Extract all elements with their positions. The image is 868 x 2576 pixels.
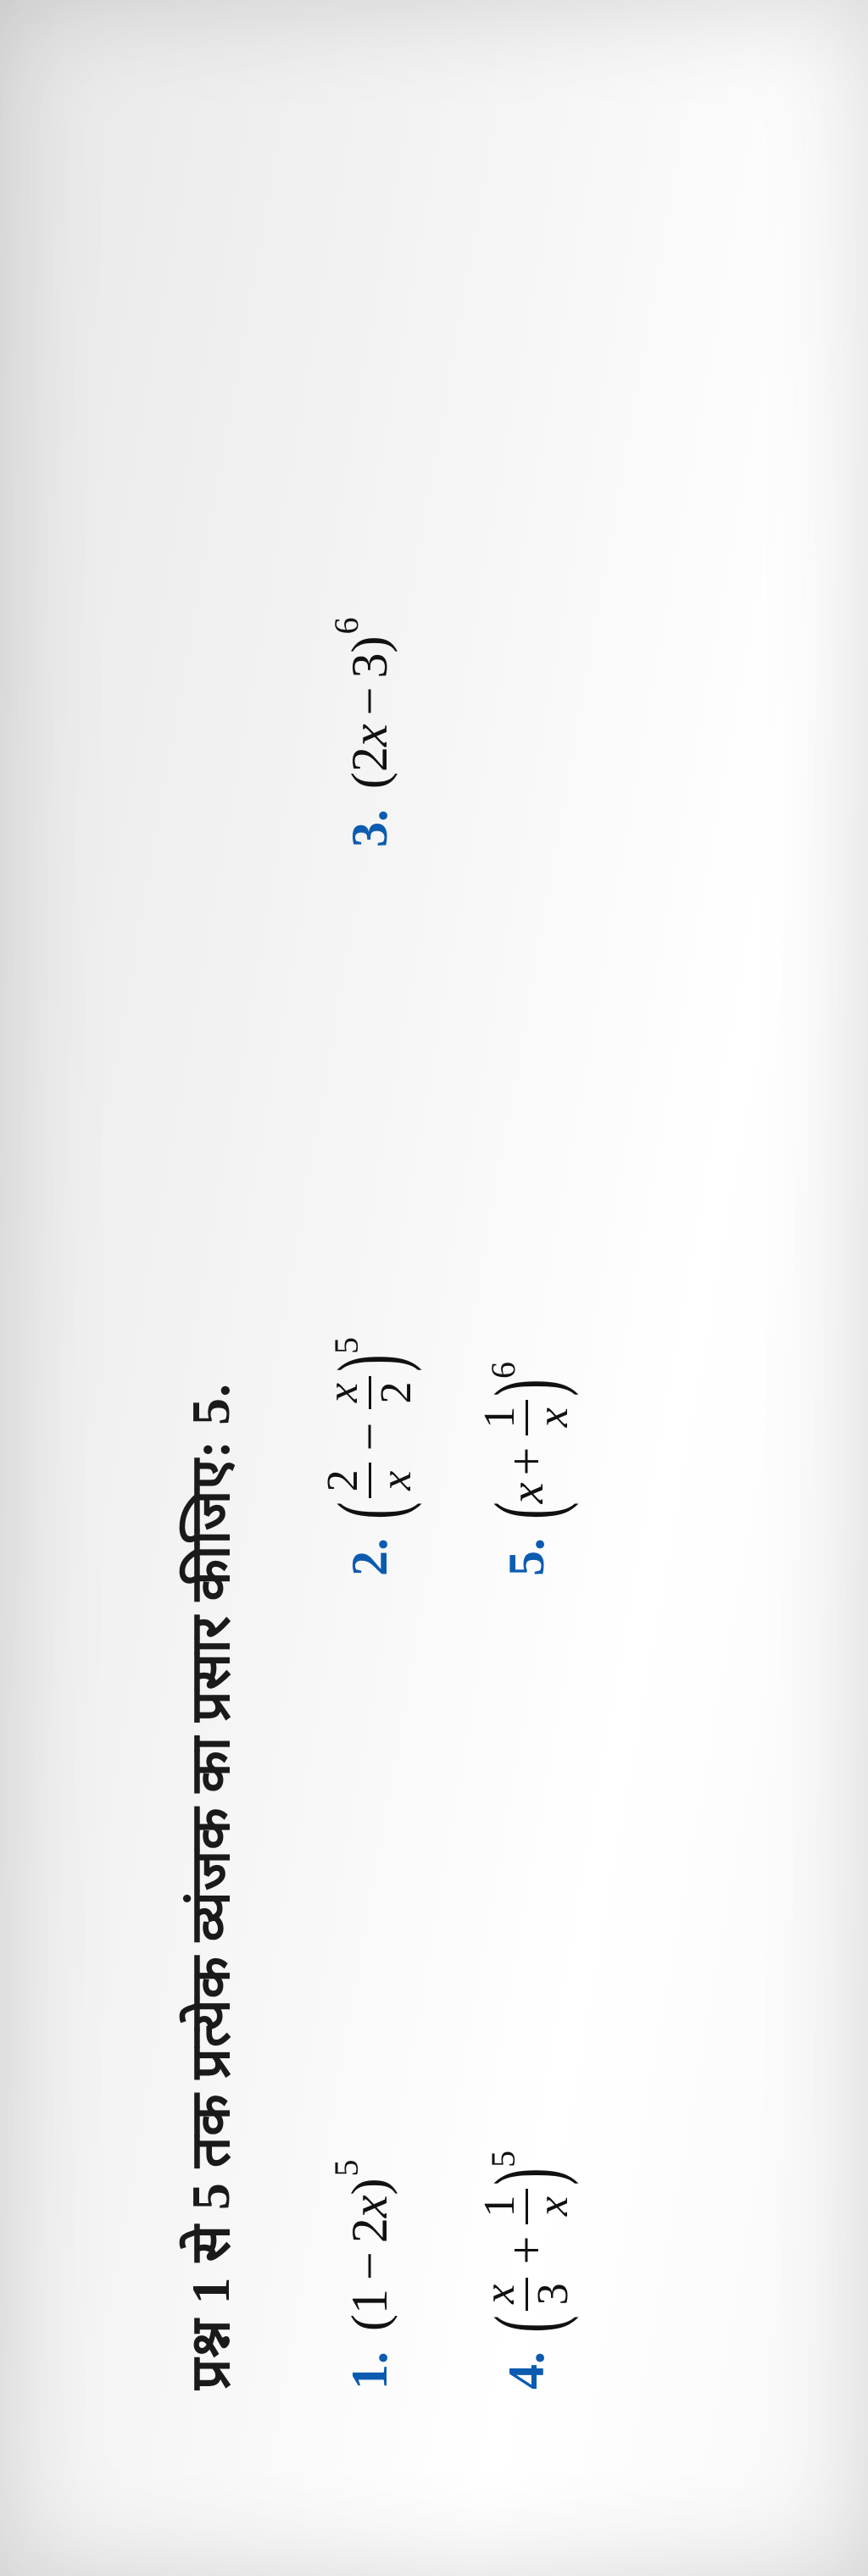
problem-number: 2. <box>341 1538 399 1576</box>
fraction-2: x 2 <box>321 1375 419 1411</box>
problem-expression: (1−2x)5 <box>341 2160 399 2331</box>
term-2-var: x <box>341 2196 399 2218</box>
operator: − <box>341 1423 399 1452</box>
problem-expression: (2x−3)6 <box>341 618 399 789</box>
exponent: 5 <box>326 1337 366 1354</box>
term-2-coef: 2 <box>341 2218 399 2243</box>
open-paren: ( <box>333 1502 408 1519</box>
question-heading: प्रश्न 1 से 5 तक प्रत्येक व्यंजक का प्रस… <box>171 186 245 2390</box>
term-1-var: x <box>341 724 399 747</box>
operator: − <box>341 2251 399 2280</box>
fraction-2: 1 x <box>478 2189 576 2224</box>
fraction-2: 1 x <box>478 1400 576 1435</box>
frac-top: 1 <box>478 2189 528 2224</box>
exponent: 5 <box>326 2160 366 2177</box>
open-paren: ( <box>490 2316 565 2333</box>
open-paren: ( <box>341 2314 399 2331</box>
exponent: 5 <box>483 2151 523 2168</box>
problem-expression: ( x 3 + 1 x )5 <box>478 2151 576 2331</box>
open-paren: ( <box>341 772 399 789</box>
frac-bot: x <box>528 2190 576 2223</box>
frac-bot: x <box>371 1464 419 1497</box>
frac-bot: 3 <box>528 2276 576 2312</box>
frac-top: x <box>321 1376 371 1409</box>
operator: − <box>341 687 399 716</box>
exponent: 6 <box>326 618 366 635</box>
term-1: x <box>500 1483 554 1504</box>
close-paren: ) <box>341 2179 399 2196</box>
problem-number: 1. <box>341 2351 399 2390</box>
content-block: प्रश्न 1 से 5 तक प्रत्येक व्यंजक का प्रस… <box>103 85 765 2491</box>
fraction-1: 2 x <box>321 1463 419 1498</box>
operator: + <box>498 2236 556 2265</box>
frac-top: 2 <box>321 1463 371 1498</box>
term-1: 1 <box>341 2289 399 2314</box>
fraction-1: x 3 <box>478 2276 576 2312</box>
problem-1: 1. (1−2x)5 <box>341 1610 399 2390</box>
problem-expression: ( x + 1 x )6 <box>478 1362 576 1518</box>
problem-4: 4. ( x 3 + 1 x )5 <box>478 1610 576 2390</box>
page-scan: प्रश्न 1 से 5 तक प्रत्येक व्यंजक का प्रस… <box>0 0 868 2576</box>
operator: + <box>498 1447 556 1476</box>
problem-5: 5. ( x + 1 x )6 <box>478 881 576 1576</box>
problem-row-1: 1. (1−2x)5 2. ( 2 x − <box>321 186 419 2390</box>
problem-number: 5. <box>498 1538 556 1576</box>
problem-3: 3. (2x−3)6 <box>341 254 399 847</box>
problem-2: 2. ( 2 x − x 2 )5 <box>321 881 419 1576</box>
term-2: 3 <box>341 653 399 679</box>
close-paren: ) <box>490 1379 565 1396</box>
problem-number: 4. <box>498 2351 556 2390</box>
problem-row-2: 4. ( x 3 + 1 x )5 <box>478 186 576 2390</box>
frac-top: 1 <box>478 1400 528 1435</box>
frac-bot: x <box>528 1401 576 1434</box>
close-paren: ) <box>333 1354 408 1371</box>
close-paren: ) <box>490 2168 565 2185</box>
frac-top: x <box>478 2278 528 2311</box>
term-1-coef: 2 <box>341 747 399 772</box>
exponent: 6 <box>483 1362 523 1379</box>
problem-number: 3. <box>341 809 399 847</box>
problem-list: 1. (1−2x)5 2. ( 2 x − <box>321 186 576 2390</box>
problem-expression: ( 2 x − x 2 )5 <box>321 1337 419 1518</box>
frac-bot: 2 <box>371 1375 419 1411</box>
close-paren: ) <box>341 636 399 653</box>
open-paren: ( <box>490 1502 565 1519</box>
